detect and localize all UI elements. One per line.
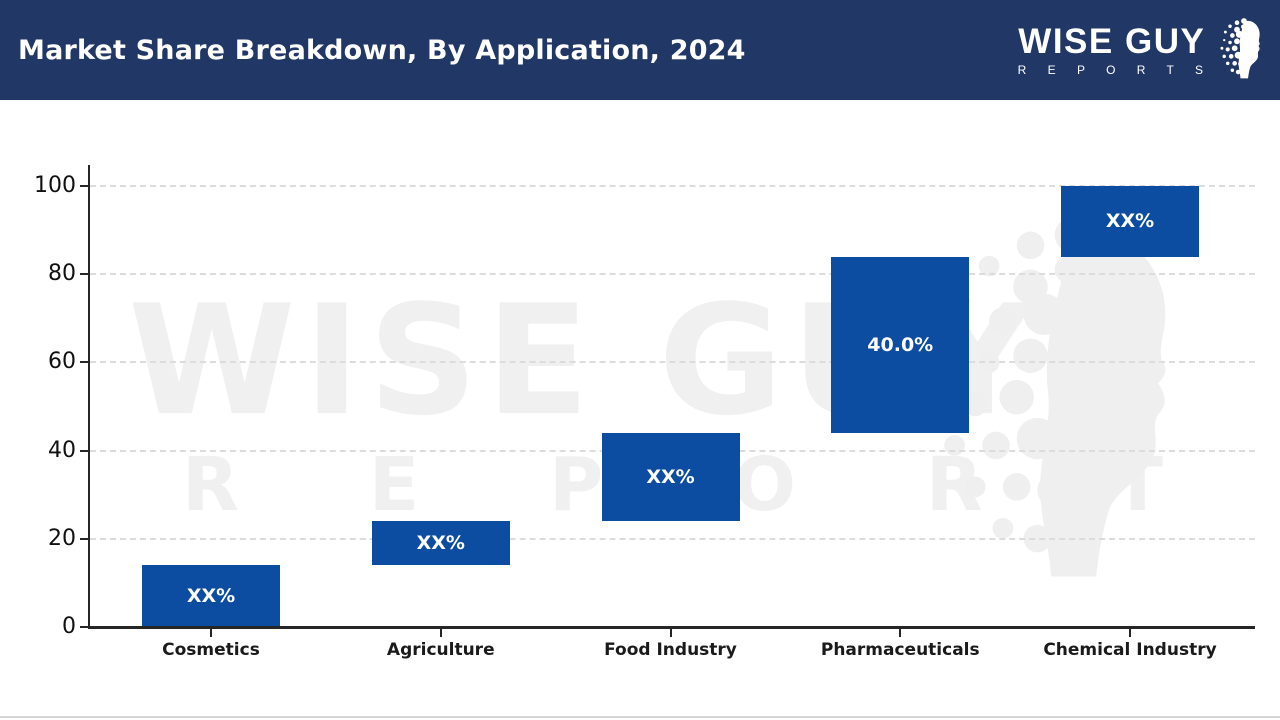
x-category-label: Cosmetics	[162, 640, 260, 660]
gridline	[90, 185, 1255, 187]
bar-segment: 40.0%	[831, 256, 970, 433]
y-tick-label: 60	[48, 349, 76, 375]
y-tick	[80, 273, 88, 276]
y-tick	[80, 185, 88, 187]
y-tick-label: 0	[62, 614, 76, 639]
x-tick	[669, 629, 672, 637]
x-tick	[210, 629, 212, 637]
y-axis-line	[88, 165, 90, 629]
x-category-label: Agriculture	[386, 640, 495, 660]
gridline	[90, 273, 1255, 276]
page-title: Market Share Breakdown, By Application, …	[18, 34, 746, 66]
x-category-label: Chemical Industry	[1043, 640, 1217, 660]
bar-value-label: XX%	[186, 585, 236, 608]
y-tick	[80, 361, 88, 364]
bottom-divider	[0, 716, 1280, 718]
bar-value-label: XX%	[416, 532, 465, 555]
x-category-label: Pharmaceuticals	[820, 640, 980, 660]
bar-segment: XX%	[601, 432, 740, 522]
gridline	[90, 361, 1255, 364]
brand-logo: WISE GUY R E P O R T S	[1012, 14, 1266, 86]
brand-logo-text: WISE GUY R E P O R T S	[1012, 24, 1212, 76]
x-tick	[439, 629, 442, 637]
bar-value-label: 40.0%	[867, 333, 934, 356]
bar-value-label: XX%	[646, 466, 695, 489]
bar-value-label: XX%	[1105, 210, 1155, 233]
bar-segment: XX%	[142, 565, 280, 627]
x-category-label: Food Industry	[604, 640, 737, 660]
brand-subname: R E P O R T S	[1017, 63, 1212, 77]
y-tick-label: 80	[48, 261, 76, 287]
header-bar: Market Share Breakdown, By Application, …	[0, 0, 1280, 100]
x-tick	[899, 629, 902, 637]
bar-segment: XX%	[1061, 186, 1199, 257]
x-axis-line	[88, 626, 1255, 629]
y-tick	[80, 449, 88, 452]
x-tick	[1129, 629, 1131, 637]
y-tick	[80, 537, 88, 540]
dotted-face-profile-icon	[1220, 18, 1260, 79]
y-tick	[80, 626, 88, 628]
y-tick-label: 20	[48, 525, 76, 551]
y-tick-label: 40	[48, 437, 76, 463]
gridline	[90, 537, 1255, 540]
bar-segment: XX%	[371, 521, 510, 566]
y-tick-label: 100	[34, 173, 76, 198]
brand-name: WISE GUY	[1018, 22, 1206, 61]
